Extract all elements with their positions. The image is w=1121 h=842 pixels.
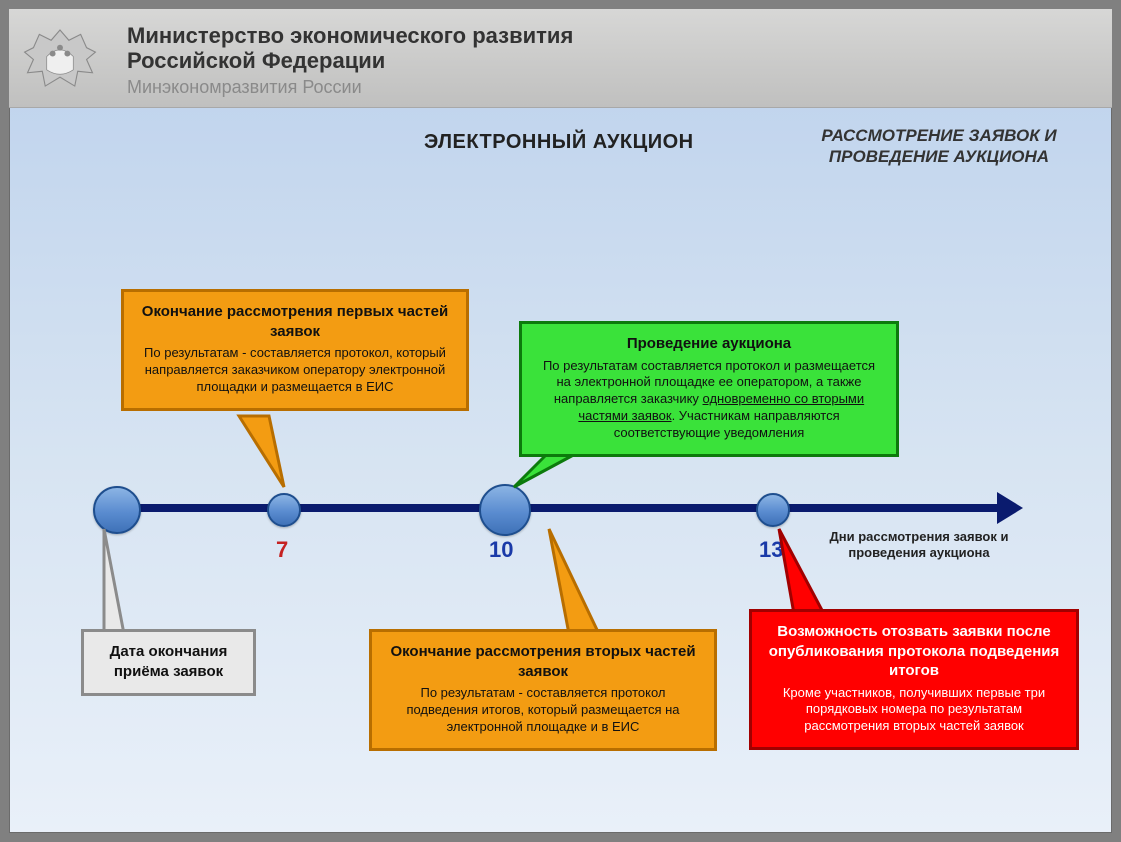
callout-day7-body: По результатам - составляется протокол, … — [136, 345, 454, 396]
tail-start — [104, 529, 124, 634]
callout-day13: Возможность отозвать заявки после опубли… — [749, 609, 1079, 750]
callout-day10-bottom-title: Окончание рассмотрения вторых частей зая… — [384, 642, 702, 681]
tail-c10-bottom — [549, 529, 599, 634]
callout-day10-top-title: Проведение аукциона — [534, 334, 884, 354]
slide-frame: Министерство экономического развития Рос… — [9, 9, 1112, 833]
tail-c7 — [239, 416, 284, 487]
callout-start-title: Дата окончания приёма заявок — [96, 642, 241, 681]
callout-day10-top: Проведение аукциона По результатам соста… — [519, 321, 899, 457]
tail-c13 — [779, 529, 824, 614]
callout-day7: Окончание рассмотрения первых частей зая… — [121, 289, 469, 411]
callout-day10-bottom: Окончание рассмотрения вторых частей зая… — [369, 629, 717, 751]
callout-day10-bottom-body: По результатам - составляется протокол п… — [384, 685, 702, 736]
callout-day13-body: Кроме участников, получивших первые три … — [764, 685, 1064, 736]
tail-c10-top — [514, 452, 579, 487]
callout-start: Дата окончания приёма заявок — [81, 629, 256, 696]
callout-day10-top-body: По результатам составляется протокол и р… — [534, 358, 884, 442]
callout-day13-title: Возможность отозвать заявки после опубли… — [764, 622, 1064, 681]
callout-day7-title: Окончание рассмотрения первых частей зая… — [136, 302, 454, 341]
